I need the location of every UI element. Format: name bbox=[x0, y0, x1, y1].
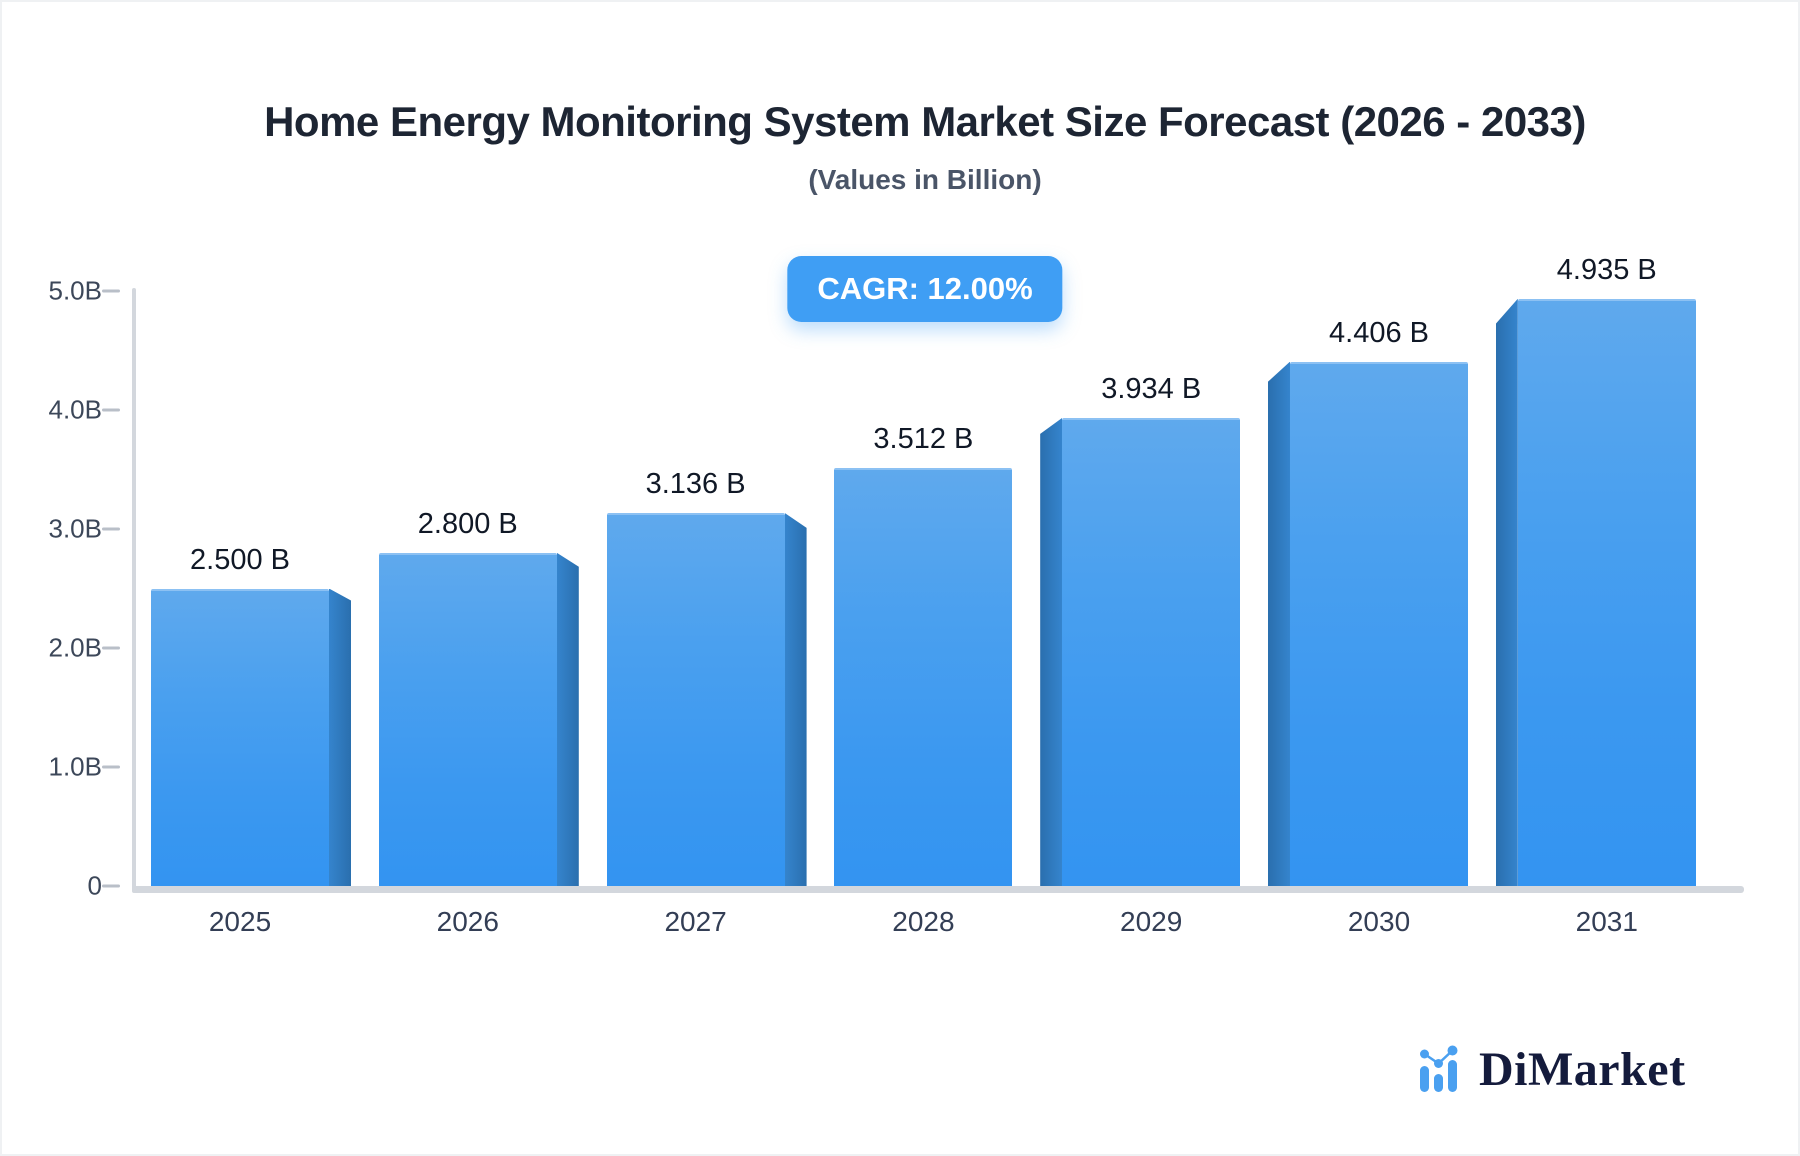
bar-2027 bbox=[606, 512, 785, 886]
y-tick-label: 5.0B bbox=[48, 275, 103, 306]
x-axis-line bbox=[132, 886, 1744, 893]
y-tick-label: 0 bbox=[87, 870, 102, 901]
x-tick-label: 2031 bbox=[1575, 906, 1638, 937]
x-tick-label: 2030 bbox=[1347, 906, 1411, 937]
bar-chart-icon bbox=[1420, 1045, 1458, 1092]
x-tick-label: 2027 bbox=[664, 906, 727, 937]
y-tick-mark bbox=[102, 765, 120, 769]
y-tick-mark bbox=[102, 289, 120, 293]
bar-value-label: 3.934 B bbox=[1101, 372, 1202, 405]
y-tick-mark bbox=[102, 527, 120, 531]
x-tick-label: 2029 bbox=[1120, 906, 1183, 937]
bar-value-label: 3.512 B bbox=[873, 423, 974, 456]
bar-2026 bbox=[378, 552, 557, 886]
y-axis-line bbox=[132, 288, 136, 893]
bar-side-face bbox=[556, 552, 579, 886]
bar-side-face bbox=[784, 512, 807, 886]
bar-side-face bbox=[1495, 298, 1518, 886]
bar-2028 bbox=[834, 468, 1013, 886]
chart-subtitle: (Values in Billion) bbox=[808, 164, 1042, 195]
logo-text: DiMarket bbox=[1479, 1043, 1686, 1096]
x-tick-label: 2025 bbox=[208, 906, 272, 937]
y-tick-label: 1.0B bbox=[48, 751, 103, 782]
bar-value-label: 3.136 B bbox=[645, 467, 746, 500]
y-tick-mark bbox=[102, 408, 120, 412]
bar-side-face bbox=[1268, 361, 1290, 886]
bar-side-face bbox=[1040, 417, 1063, 886]
y-tick-mark bbox=[102, 646, 120, 650]
x-tick-label: 2026 bbox=[436, 906, 499, 937]
bar-side-face bbox=[329, 588, 351, 886]
cagr-badge: CAGR: 12.00% bbox=[787, 256, 1063, 322]
bar-value-label: 2.800 B bbox=[417, 507, 518, 540]
y-tick-mark bbox=[102, 884, 120, 888]
y-tick-label: 3.0B bbox=[48, 513, 103, 544]
dimarket-logo: DiMarket bbox=[1417, 1042, 1686, 1097]
y-tick-label: 4.0B bbox=[48, 394, 103, 425]
bar-2031 bbox=[1517, 298, 1696, 886]
bar-value-label: 4.935 B bbox=[1556, 253, 1657, 286]
bar-2030 bbox=[1290, 361, 1468, 886]
bar-value-label: 4.406 B bbox=[1329, 316, 1429, 349]
y-tick-label: 2.0B bbox=[48, 632, 103, 663]
bar-value-label: 2.500 B bbox=[190, 543, 290, 576]
x-tick-label: 2028 bbox=[892, 906, 955, 937]
bar-2029 bbox=[1062, 417, 1241, 886]
chart-title: Home Energy Monitoring System Market Siz… bbox=[264, 98, 1586, 145]
bar-2025 bbox=[151, 588, 329, 886]
